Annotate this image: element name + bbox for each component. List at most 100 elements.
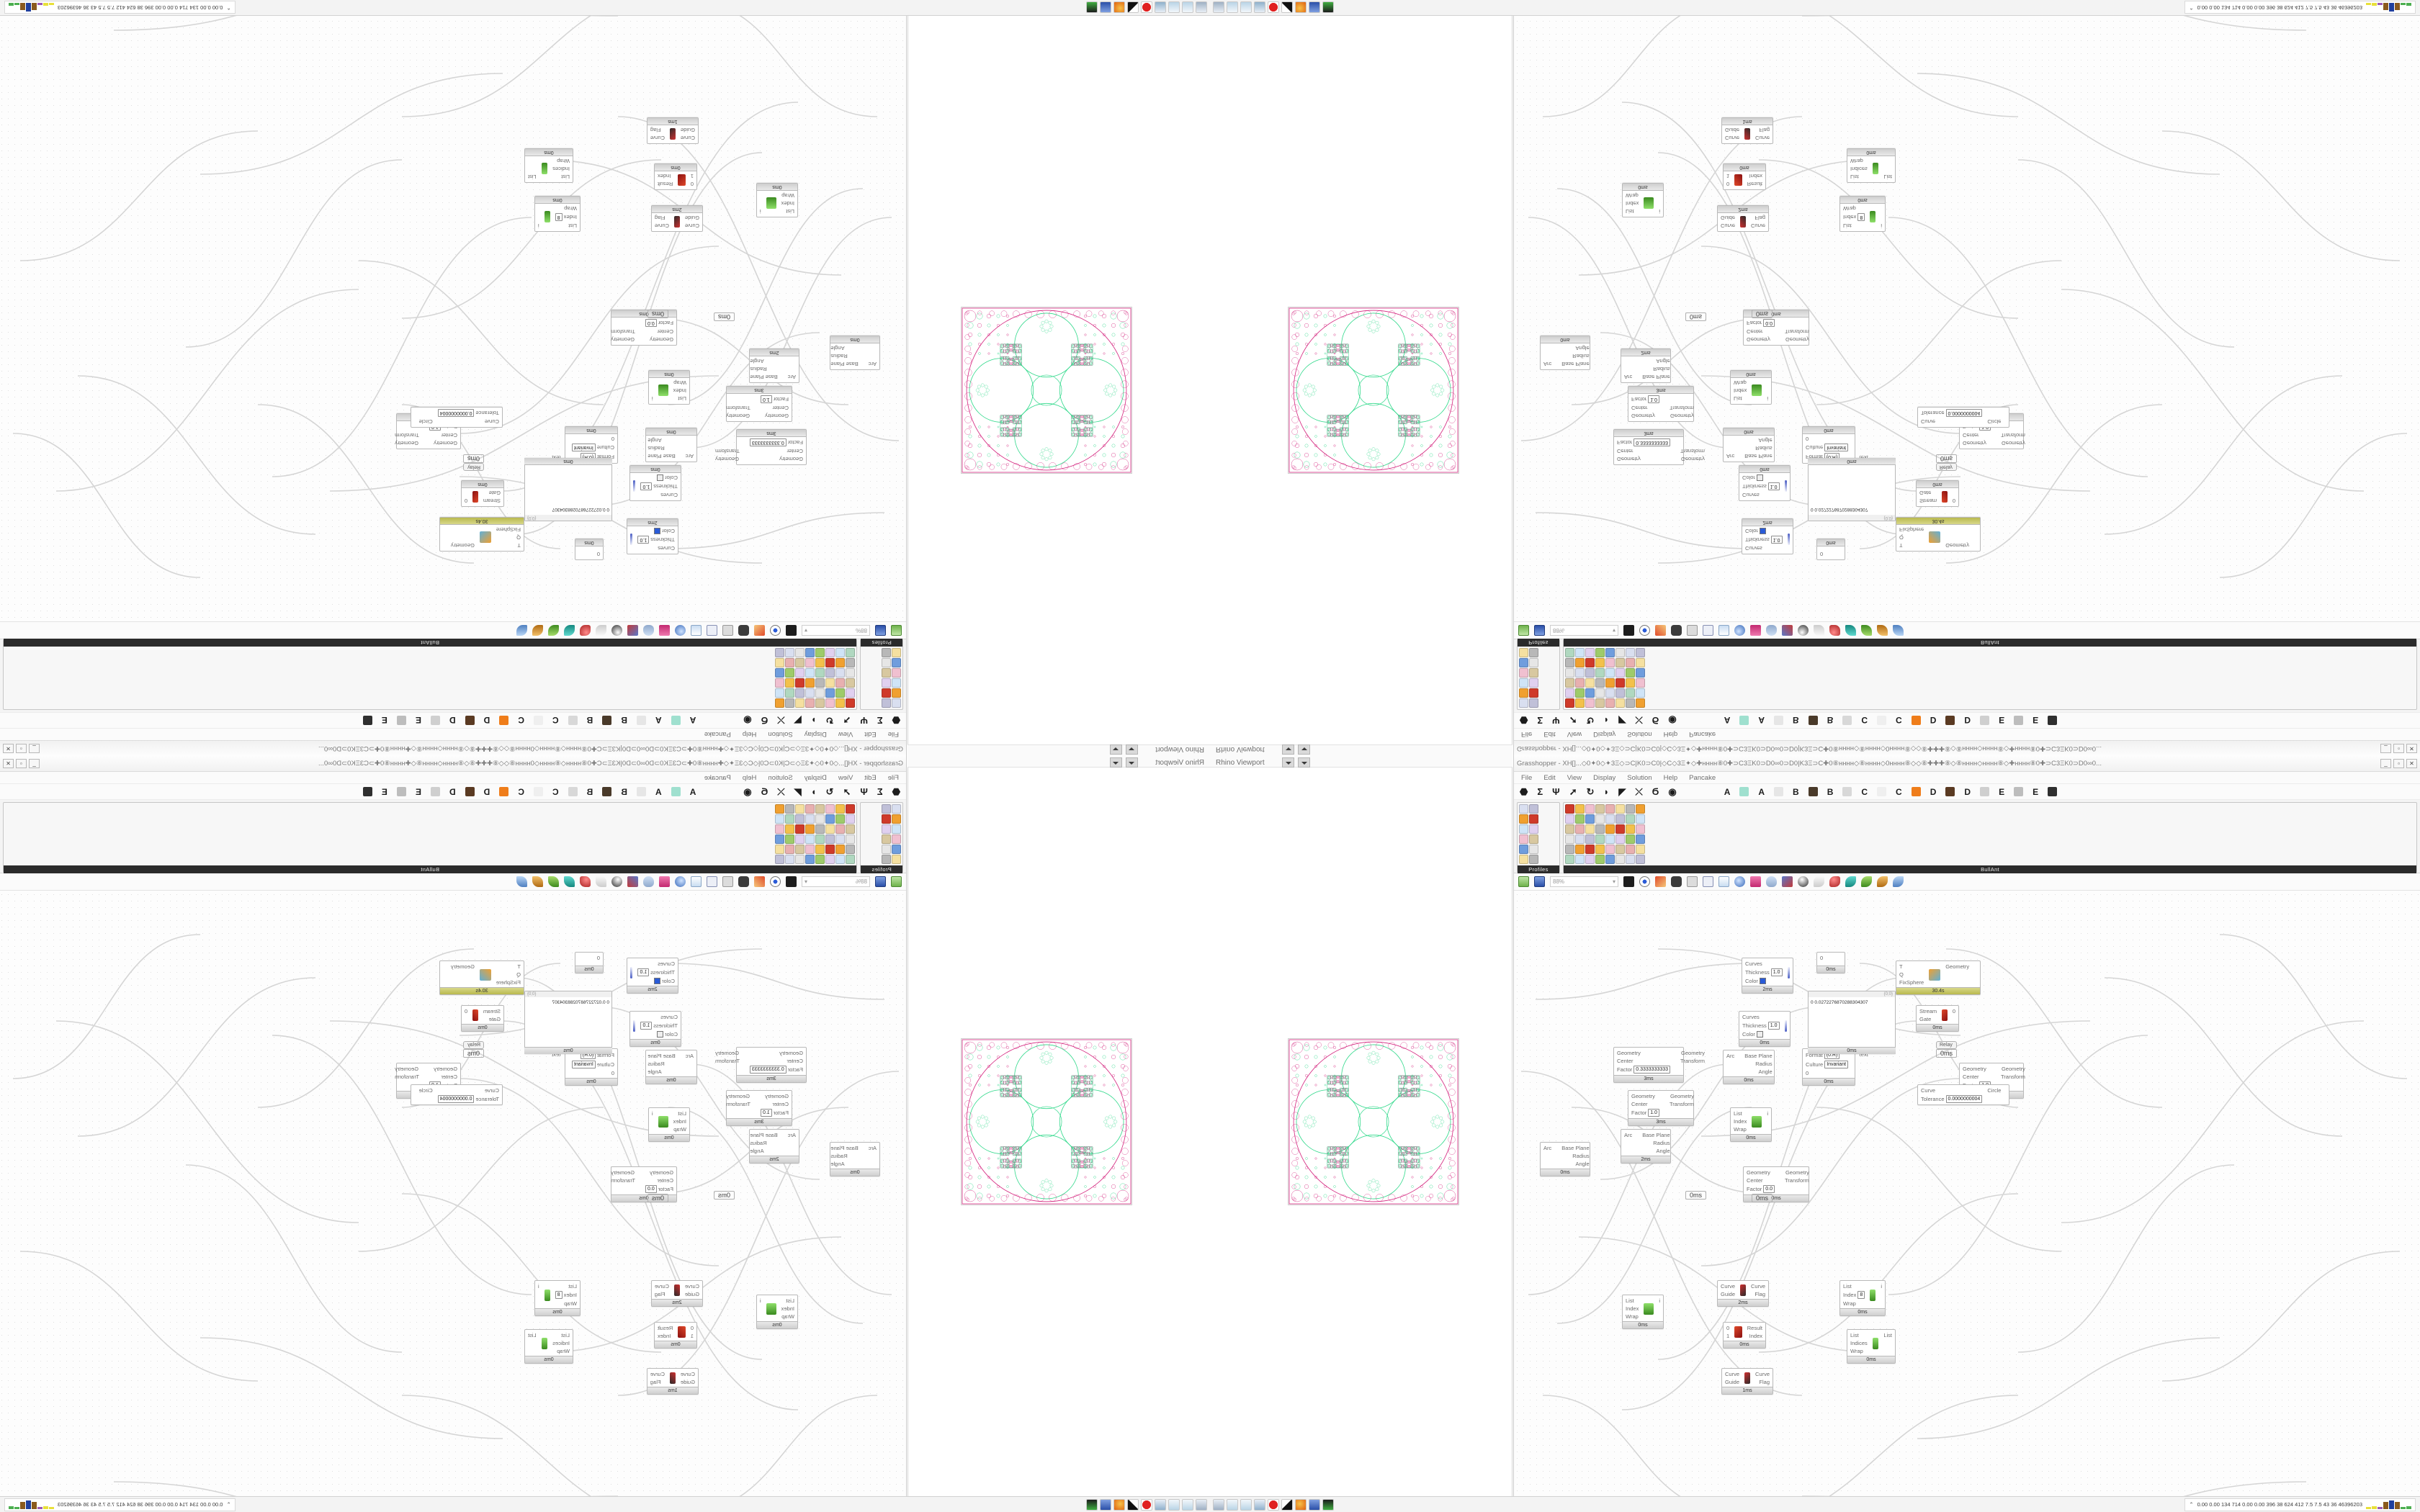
menu-item-edit[interactable]: Edit [1543,730,1556,739]
component-button[interactable] [1615,845,1625,854]
component-button[interactable] [1575,658,1585,667]
gh-component[interactable]: Arc Base Plane Radius Angle 2ms [749,1129,799,1164]
gh-component[interactable]: Curves Thickness 1.0 Color 2ms [1742,958,1793,994]
param-value[interactable]: 1.0 [637,536,650,544]
ribbon-tool-icon-1[interactable]: Σ [877,715,883,726]
grasshopper-canvas[interactable]: Curves Thickness 1.0 Color 2ms Curves Thicknes… [0,891,906,1496]
rhino-viewport-pane[interactable]: Rhino Viewport [908,0,1210,756]
ribbon-tab-2[interactable]: B [1793,786,1799,797]
component-button[interactable] [835,855,845,864]
printer-icon[interactable] [1196,1,1207,14]
gha-icon[interactable] [1703,876,1713,887]
component-button[interactable] [1626,698,1635,708]
calculator-icon[interactable] [1155,1498,1166,1511]
ribbon-tab-icon-7[interactable] [1980,716,1990,725]
component-panel-profiles[interactable]: Profiles [860,802,903,873]
gh-component[interactable]: List Index Wrap i 0ms [1622,1295,1664,1329]
component-button[interactable] [825,668,835,678]
ribbon-tool-icon-8[interactable]: Ϭ [1652,786,1659,797]
zoom-level-combo[interactable]: 88% ▾ [1550,876,1618,887]
component-button[interactable] [1565,648,1574,657]
gh-component[interactable]: 0 1 Result Index 0ms [654,163,697,190]
param-value[interactable]: 0.3333333333 [749,1066,786,1074]
gh-relay[interactable]: 0ms [713,1191,735,1200]
menu-item-help[interactable]: Help [1663,773,1678,782]
component-button[interactable] [1565,698,1574,708]
component-button[interactable] [825,678,835,688]
menu-item-file[interactable]: File [887,730,899,739]
component-button[interactable] [1626,855,1635,864]
component-ribbon[interactable]: ⬣ Σ Ψ ➚ ↻ ◗ ◤ ⤬ Ϭ ◉ A A B B C C D D E E [0,712,906,728]
ribbon-tab-9[interactable]: E [381,715,387,726]
component-button[interactable] [882,855,891,864]
menu-item-display[interactable]: Display [1593,773,1616,782]
search-icon[interactable] [675,876,686,887]
component-button[interactable] [775,688,784,698]
gh-component[interactable]: Stream Gate 0 0ms [461,1005,504,1032]
gh-component[interactable]: Stream Gate 0 0ms [1916,480,1959,507]
component-button[interactable] [795,698,805,708]
component-button[interactable] [835,698,845,708]
leaf-orange-icon[interactable] [532,876,543,887]
ribbon-tab-8[interactable]: E [1999,715,2005,726]
component-button[interactable] [795,855,805,864]
component-button[interactable] [1565,814,1574,824]
gh-relay[interactable]: 0ms [1685,1191,1707,1200]
chevron-down-icon[interactable]: ▾ [805,878,808,885]
component-button[interactable] [1636,658,1645,667]
component-button[interactable] [1519,814,1528,824]
gh-panel-component[interactable]: {0;0} 0 0.0272276870288304307 0ms [1808,458,1896,521]
component-button[interactable] [1529,855,1538,864]
save-icon[interactable] [875,876,886,887]
preview-eye-icon[interactable] [770,625,781,636]
notepad-icon[interactable] [1227,1,1238,14]
component-button[interactable] [785,845,794,854]
gh-relay[interactable]: 0ms [1752,310,1773,318]
component-button[interactable] [805,648,815,657]
component-button[interactable] [815,688,825,698]
component-button[interactable] [1595,845,1605,854]
at-icon[interactable] [722,625,733,636]
viewport-scroll-up-icon[interactable] [1126,744,1138,755]
taskbar[interactable]: ⌃ 0.00 0.00 134 714 0.00 0.00 396 38 624… [1210,0,2420,16]
component-button[interactable] [815,814,825,824]
gh-component[interactable]: T Q FixSphere Geometry 30.4s [439,960,524,995]
component-button[interactable] [1585,814,1595,824]
floppy-icon[interactable] [1309,1498,1320,1511]
gh-component[interactable]: Arc Base Plane Radius Angle 2ms [1621,348,1671,383]
component-button[interactable] [846,804,855,814]
component-button[interactable] [1585,698,1595,708]
gh-relay[interactable]: 0ms [1752,1194,1773,1202]
leaf-blue-icon[interactable] [516,625,527,636]
component-button[interactable] [1605,668,1615,678]
component-button[interactable] [892,824,901,834]
component-button[interactable] [1519,678,1528,688]
ribbon-tab-0[interactable]: A [689,715,696,726]
ribbon-tool-icon-5[interactable]: ◗ [810,786,817,797]
component-button[interactable] [846,658,855,667]
ribbon-tab-icon-7[interactable] [430,716,440,725]
component-button[interactable] [1565,855,1574,864]
shell-icon[interactable] [1814,625,1824,636]
ribbon-tool-icon-3[interactable]: ➚ [1569,715,1577,726]
param-value[interactable]: 1.0 [640,482,653,490]
ribbon-tab-2[interactable]: B [1793,715,1799,726]
param-value[interactable]: 0.0000000004 [437,1095,475,1103]
ribbon-tab-3[interactable]: B [586,715,593,726]
component-button[interactable] [882,698,891,708]
menu-item-view[interactable]: View [838,730,853,739]
grasshopper-canvas[interactable]: Curves Thickness 1.0 Color 2ms Curves Thicknes… [1514,16,2420,621]
component-button[interactable] [1615,688,1625,698]
gh-relay[interactable]: 0ms [1685,312,1707,321]
cross-icon[interactable] [1782,625,1793,636]
blob-icon[interactable] [580,625,591,636]
ribbon-tab-9[interactable]: E [381,786,387,797]
component-button[interactable] [1626,834,1635,844]
at-icon[interactable] [1687,876,1698,887]
component-button[interactable] [1519,698,1528,708]
ribbon-tool-icon-9[interactable]: ◉ [1668,715,1677,726]
floppy-icon[interactable] [1100,1,1111,14]
gh-component[interactable]: Curve Guide Curve Flag 2ms [651,1280,703,1307]
gh-component[interactable]: List Indices Wrap List 0ms [1847,148,1896,183]
